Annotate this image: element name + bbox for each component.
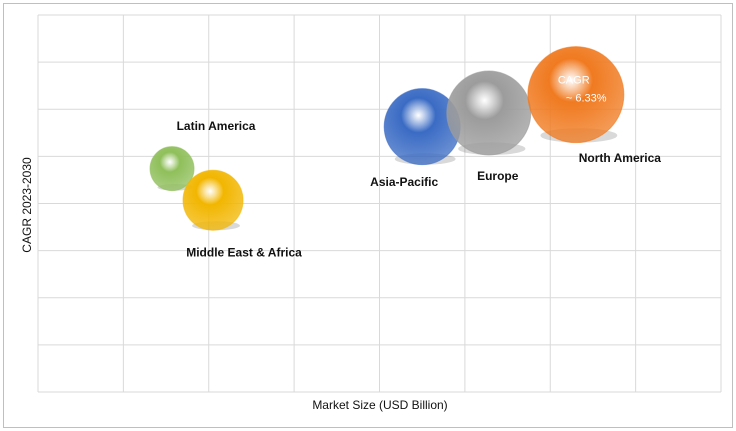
x-axis-title: Market Size (USD Billion) — [312, 398, 447, 412]
bubble-label: Asia-Pacific — [370, 175, 438, 189]
annotation: ~ 6.33% — [566, 93, 607, 105]
bubble — [527, 46, 625, 144]
annotation: CAGR — [558, 75, 590, 87]
bubble-label: North America — [579, 151, 662, 165]
bubble-label: Middle East & Africa — [186, 245, 302, 259]
bubble — [149, 146, 195, 192]
bubble-label: Latin America — [177, 119, 256, 133]
y-axis-title: CAGR 2023-2030 — [20, 157, 34, 253]
chart-frame — [3, 3, 733, 428]
bubble-label: Europe — [477, 169, 519, 183]
bubble — [182, 169, 244, 231]
bubble — [446, 70, 532, 156]
